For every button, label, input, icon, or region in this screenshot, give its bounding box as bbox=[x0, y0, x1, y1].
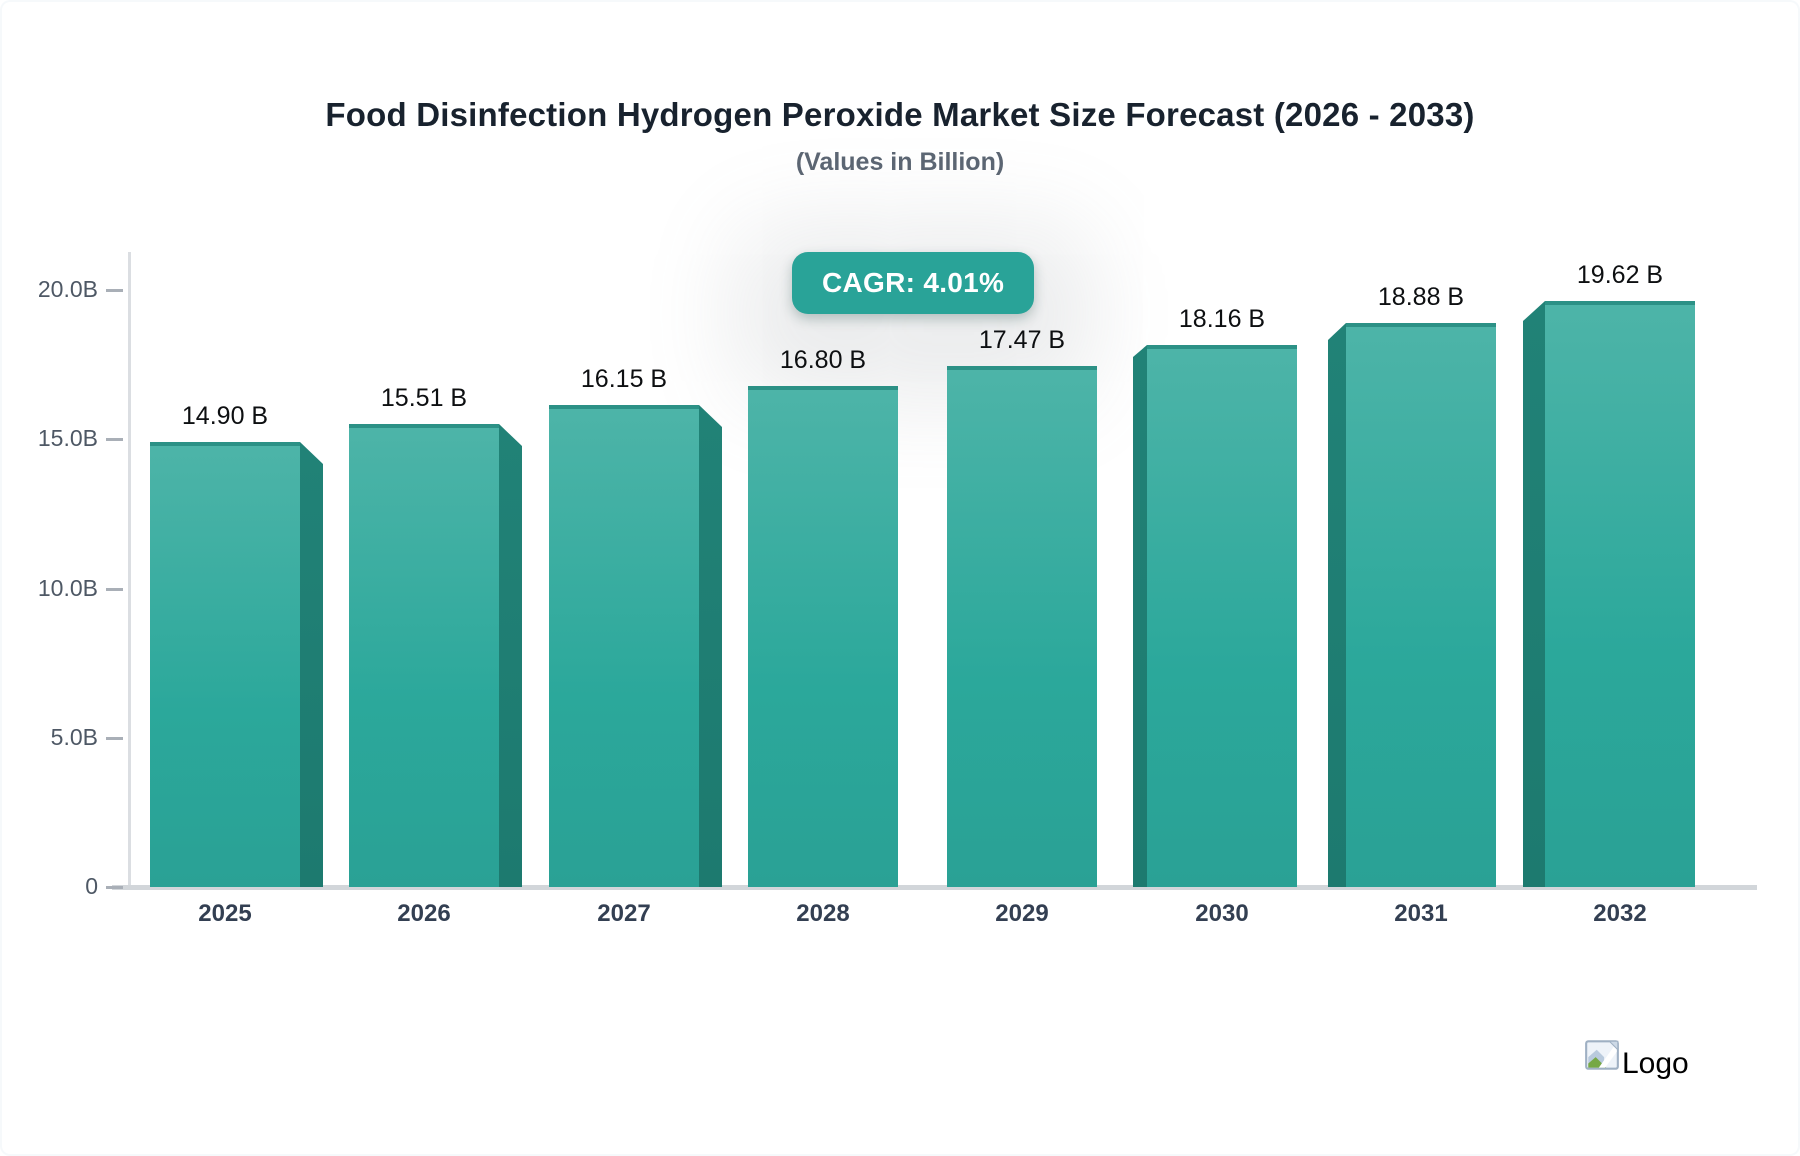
bar-value-label: 15.51 B bbox=[380, 384, 468, 412]
bar-side-2030 bbox=[1133, 345, 1147, 887]
y-tick-dash bbox=[106, 588, 123, 591]
y-tick-dash bbox=[106, 737, 123, 740]
x-axis-label-2030: 2030 bbox=[1195, 900, 1249, 927]
y-tick-label: 20.0B bbox=[37, 276, 98, 302]
cagr-badge: CAGR: 4.01% bbox=[792, 252, 1035, 314]
bar-2029[interactable] bbox=[947, 366, 1097, 887]
y-tick-label: 0 bbox=[85, 873, 98, 899]
x-axis-label-2028: 2028 bbox=[796, 900, 850, 927]
x-axis-label-2032: 2032 bbox=[1593, 900, 1647, 927]
y-tick-dash bbox=[106, 438, 123, 441]
y-tick-dash bbox=[106, 289, 123, 292]
y-axis-line bbox=[128, 252, 131, 889]
bar-value-label: 14.90 B bbox=[181, 402, 269, 430]
x-axis-label-2025: 2025 bbox=[198, 900, 252, 927]
x-axis-label-2031: 2031 bbox=[1394, 900, 1448, 927]
y-tick-label: 10.0B bbox=[37, 575, 98, 601]
bar-side-2031 bbox=[1328, 323, 1346, 887]
y-tick-label: 15.0B bbox=[37, 425, 98, 451]
bar-2027[interactable] bbox=[549, 405, 699, 887]
bar-value-label: 19.62 B bbox=[1576, 261, 1664, 289]
bar-value-label: 16.80 B bbox=[779, 346, 867, 374]
bar-value-label: 18.88 B bbox=[1377, 283, 1465, 311]
bar-2028[interactable] bbox=[748, 386, 898, 887]
logo-broken-image-icon bbox=[1585, 1040, 1619, 1070]
y-tick-label: 5.0B bbox=[50, 724, 98, 750]
bar-side-2032 bbox=[1523, 301, 1545, 887]
bar-2030[interactable] bbox=[1147, 345, 1297, 887]
chart-title: Food Disinfection Hydrogen Peroxide Mark… bbox=[325, 96, 1475, 133]
chart-subtitle: (Values in Billion) bbox=[795, 148, 1005, 176]
bar-2026[interactable] bbox=[349, 424, 499, 887]
bar-value-label: 17.47 B bbox=[978, 326, 1066, 354]
x-axis-line bbox=[112, 885, 1757, 890]
y-tick-dash bbox=[106, 886, 123, 889]
bar-side-2026 bbox=[499, 424, 522, 887]
x-axis-label-2026: 2026 bbox=[397, 900, 451, 927]
bar-2025[interactable] bbox=[150, 442, 300, 887]
bar-value-label: 18.16 B bbox=[1178, 305, 1266, 333]
bar-2032[interactable] bbox=[1545, 301, 1695, 887]
x-axis-label-2027: 2027 bbox=[597, 900, 651, 927]
bar-side-2027 bbox=[699, 405, 722, 887]
logo-text: Logo bbox=[1622, 1047, 1689, 1080]
x-axis-label-2029: 2029 bbox=[995, 900, 1049, 927]
logo: Logo bbox=[1583, 1036, 1689, 1079]
bar-value-label: 16.15 B bbox=[580, 365, 668, 393]
bar-2031[interactable] bbox=[1346, 323, 1496, 887]
bar-side-2025 bbox=[300, 442, 323, 887]
